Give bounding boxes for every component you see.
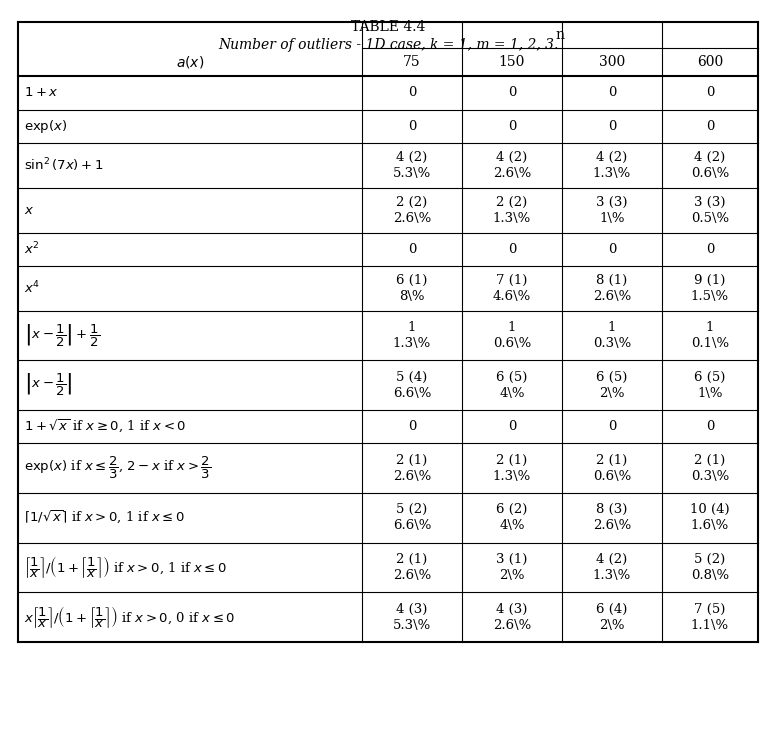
Text: 6 (5)
1\%: 6 (5) 1\% (695, 370, 726, 400)
Text: 4 (2)
1.3\%: 4 (2) 1.3\% (593, 553, 631, 582)
Text: $x \left\lceil \dfrac{1}{x} \right\rceil / \left(1 + \left\lceil \dfrac{1}{x} \r: $x \left\lceil \dfrac{1}{x} \right\rceil… (24, 604, 235, 630)
Text: 5 (2)
6.6\%: 5 (2) 6.6\% (393, 504, 431, 532)
Text: 3 (3)
0.5\%: 3 (3) 0.5\% (691, 195, 729, 225)
Text: 0: 0 (408, 86, 416, 100)
Text: 2 (1)
0.3\%: 2 (1) 0.3\% (691, 454, 729, 482)
Text: 6 (1)
8\%: 6 (1) 8\% (397, 274, 428, 303)
Text: $\left\lceil \dfrac{1}{x} \right\rceil / \left(1 + \left\lceil \dfrac{1}{x} \rig: $\left\lceil \dfrac{1}{x} \right\rceil /… (24, 554, 227, 580)
Text: 0: 0 (508, 119, 516, 132)
Text: 0: 0 (608, 243, 616, 255)
Text: 6 (5)
2\%: 6 (5) 2\% (596, 370, 628, 400)
Text: 0: 0 (705, 119, 714, 132)
Text: $\exp(x)$: $\exp(x)$ (24, 118, 68, 135)
Text: $\sin^2(7x) + 1$: $\sin^2(7x) + 1$ (24, 157, 104, 174)
Text: 6 (5)
4\%: 6 (5) 4\% (497, 370, 528, 400)
Text: 7 (5)
1.1\%: 7 (5) 1.1\% (691, 602, 729, 632)
Text: $\lceil 1/\sqrt{x} \rceil$ if $x > 0$, 1 if $x \leq 0$: $\lceil 1/\sqrt{x} \rceil$ if $x > 0$, 1… (24, 509, 185, 526)
Text: 2 (1)
2.6\%: 2 (1) 2.6\% (393, 553, 431, 582)
Text: 3 (3)
1\%: 3 (3) 1\% (596, 195, 628, 225)
Text: 4 (2)
2.6\%: 4 (2) 2.6\% (493, 151, 531, 179)
Text: 600: 600 (697, 55, 723, 70)
Text: n: n (556, 28, 565, 42)
Text: 2 (2)
2.6\%: 2 (2) 2.6\% (393, 195, 431, 225)
Text: 0: 0 (705, 420, 714, 433)
Text: 2 (1)
1.3\%: 2 (1) 1.3\% (493, 454, 531, 482)
Text: 0: 0 (508, 243, 516, 255)
Text: $\left|x - \dfrac{1}{2}\right|$: $\left|x - \dfrac{1}{2}\right|$ (24, 372, 72, 398)
Text: $1 + x$: $1 + x$ (24, 86, 59, 100)
Text: 0: 0 (408, 243, 416, 255)
Text: 0: 0 (608, 420, 616, 433)
Text: 5 (4)
6.6\%: 5 (4) 6.6\% (393, 370, 431, 400)
Text: $\exp(x)$ if $x \leq \dfrac{2}{3}$, $2 - x$ if $x > \dfrac{2}{3}$: $\exp(x)$ if $x \leq \dfrac{2}{3}$, $2 -… (24, 455, 211, 481)
Text: 6 (4)
2\%: 6 (4) 2\% (596, 602, 628, 632)
Text: 9 (1)
1.5\%: 9 (1) 1.5\% (691, 274, 729, 303)
Text: 8 (3)
2.6\%: 8 (3) 2.6\% (593, 504, 631, 532)
Text: 2 (1)
0.6\%: 2 (1) 0.6\% (593, 454, 631, 482)
Text: $a(x)$: $a(x)$ (176, 54, 204, 70)
Text: 5 (2)
0.8\%: 5 (2) 0.8\% (691, 553, 729, 582)
Text: 6 (2)
4\%: 6 (2) 4\% (497, 504, 528, 532)
Text: Number of outliers - 1D case, k = 1, m = 1, 2, 3.: Number of outliers - 1D case, k = 1, m =… (218, 38, 558, 52)
Text: 0: 0 (608, 119, 616, 132)
Text: 8 (1)
2.6\%: 8 (1) 2.6\% (593, 274, 631, 303)
Text: 1
1.3\%: 1 1.3\% (393, 321, 431, 350)
Text: 3 (1)
2\%: 3 (1) 2\% (497, 553, 528, 582)
Text: 0: 0 (408, 119, 416, 132)
Text: 0: 0 (608, 86, 616, 100)
Text: 4 (3)
5.3\%: 4 (3) 5.3\% (393, 602, 431, 632)
Text: 0: 0 (705, 243, 714, 255)
Text: 4 (2)
5.3\%: 4 (2) 5.3\% (393, 151, 431, 179)
Text: 4 (2)
0.6\%: 4 (2) 0.6\% (691, 151, 729, 179)
Text: $x^4$: $x^4$ (24, 280, 40, 296)
Text: 0: 0 (408, 420, 416, 433)
Text: 300: 300 (599, 55, 625, 70)
Text: 75: 75 (404, 55, 421, 70)
Text: 10 (4)
1.6\%: 10 (4) 1.6\% (690, 504, 729, 532)
Text: 0: 0 (705, 86, 714, 100)
Text: 150: 150 (499, 55, 525, 70)
Text: $\left|x - \dfrac{1}{2}\right| + \dfrac{1}{2}$: $\left|x - \dfrac{1}{2}\right| + \dfrac{… (24, 323, 100, 348)
Text: 2 (2)
1.3\%: 2 (2) 1.3\% (493, 195, 531, 225)
Text: 4 (2)
1.3\%: 4 (2) 1.3\% (593, 151, 631, 179)
Text: $x^2$: $x^2$ (24, 241, 40, 258)
Text: 1
0.1\%: 1 0.1\% (691, 321, 729, 350)
Text: 0: 0 (508, 86, 516, 100)
Text: TABLE 4.4: TABLE 4.4 (351, 20, 425, 34)
Text: $x$: $x$ (24, 203, 34, 217)
Text: 4 (3)
2.6\%: 4 (3) 2.6\% (493, 602, 531, 632)
Text: 1
0.3\%: 1 0.3\% (593, 321, 631, 350)
Text: 7 (1)
4.6\%: 7 (1) 4.6\% (493, 274, 531, 303)
Text: 1
0.6\%: 1 0.6\% (493, 321, 531, 350)
Text: $1 + \sqrt{x}$ if $x \geq 0$, 1 if $x < 0$: $1 + \sqrt{x}$ if $x \geq 0$, 1 if $x < … (24, 418, 186, 436)
Text: 2 (1)
2.6\%: 2 (1) 2.6\% (393, 454, 431, 482)
Text: 0: 0 (508, 420, 516, 433)
